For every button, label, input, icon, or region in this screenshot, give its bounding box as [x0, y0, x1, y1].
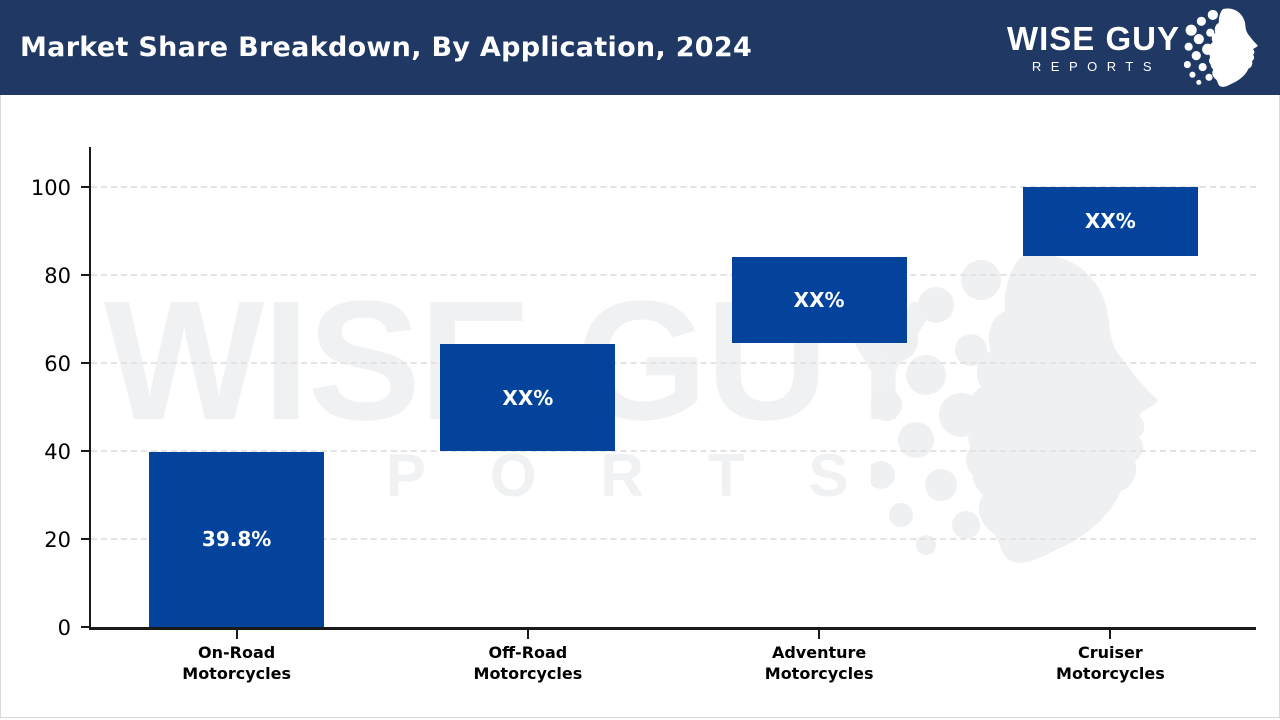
y-axis-tick	[81, 537, 89, 540]
logo-wordmark: WISE GUY	[1006, 20, 1180, 57]
y-tick-label: 100	[30, 175, 71, 200]
header-bar: Market Share Breakdown, By Application, …	[0, 0, 1280, 95]
bar-value-label: XX%	[793, 287, 845, 312]
x-axis-tick	[818, 630, 821, 639]
x-category-label: Adventure Motorcycles	[764, 643, 874, 683]
y-tick-label: 40	[44, 439, 71, 464]
bar: 39.8%	[149, 451, 325, 627]
bar: XX%	[1022, 186, 1198, 257]
logo-subtitle: REPORTS	[1031, 59, 1162, 74]
y-axis-tick	[81, 626, 89, 628]
bar: XX%	[440, 344, 616, 451]
x-axis-tick	[1109, 630, 1112, 639]
grid-line	[91, 361, 1256, 364]
page-title: Market Share Breakdown, By Application, …	[20, 32, 753, 63]
y-tick-label: 20	[44, 527, 71, 552]
wise-guy-logo: WISE GUY REPORTS	[1007, 6, 1262, 90]
y-axis-tick	[81, 185, 89, 188]
chart-canvas: WISE GUY REPORTS 0 20 40 60 80 100 39.8% On-Roa…	[0, 95, 1280, 718]
y-tick-label: 80	[44, 263, 71, 288]
y-tick-label: 60	[44, 351, 71, 376]
bar: XX%	[731, 256, 907, 343]
bar-value-label: 39.8%	[201, 527, 272, 552]
y-axis-tick	[81, 273, 89, 276]
x-axis-tick	[235, 630, 238, 639]
grid-line	[91, 537, 1256, 540]
x-category-label: On-Road Motorcycles	[182, 643, 291, 683]
plot-area: 0 20 40 60 80 100 39.8% On-Road Motorcycles XX% O…	[31, 147, 1256, 683]
x-axis-tick	[526, 630, 529, 639]
logo-text: WISE GUY REPORTS	[1007, 22, 1180, 73]
watermark-head-icon	[871, 254, 1158, 563]
grid-line	[91, 273, 1256, 276]
grid-line	[91, 185, 1256, 188]
logo-head-icon	[1184, 7, 1258, 87]
bar-value-label: XX%	[1084, 209, 1136, 234]
x-category-label: Cruiser Motorcycles	[1056, 643, 1165, 683]
y-axis-tick	[81, 449, 89, 452]
x-category-label: Off-Road Motorcycles	[473, 643, 583, 683]
y-tick-label: 0	[57, 616, 71, 640]
bar-value-label: XX%	[502, 385, 554, 410]
grid-line	[91, 449, 1256, 452]
y-axis-tick	[81, 361, 89, 364]
